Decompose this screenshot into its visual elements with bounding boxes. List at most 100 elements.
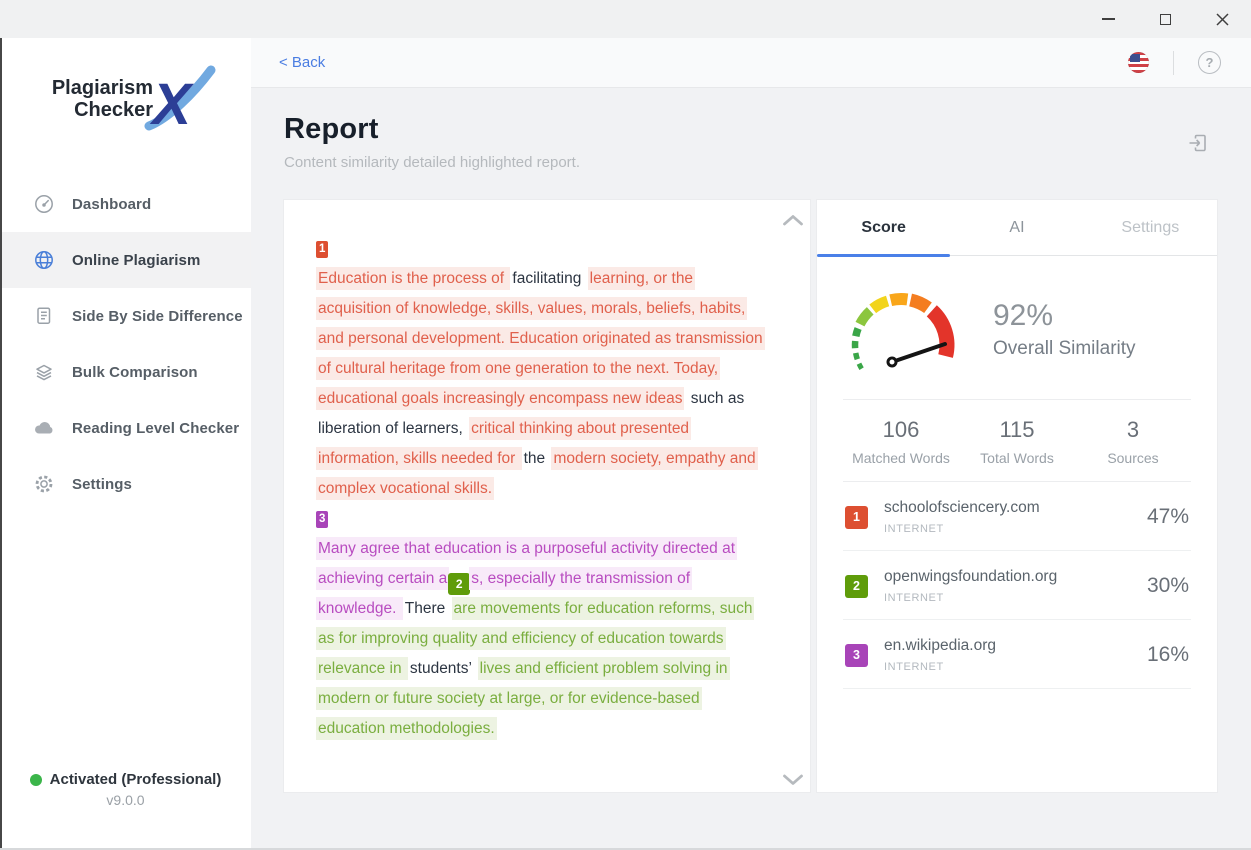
minimize-icon — [1102, 18, 1115, 20]
stat-total-words: 115 Total Words — [959, 417, 1075, 466]
stat-label: Total Words — [980, 450, 1054, 466]
source-info: openwingsfoundation.org INTERNET — [884, 568, 1057, 604]
logo-line1: Plagiarism — [51, 77, 152, 99]
scroll-down-icon[interactable] — [782, 774, 804, 786]
language-flag-icon[interactable] — [1128, 52, 1149, 73]
source-2-marker-badge[interactable]: 2 — [448, 573, 471, 595]
report-text-line: education methodologies. — [316, 714, 796, 744]
layers-icon — [33, 361, 55, 383]
report-text-line: acquisition of knowledge, skills, values… — [316, 294, 796, 324]
logo-line2: Checker — [74, 99, 153, 121]
page-header: Report Content similarity detailed highl… — [251, 88, 1251, 200]
stat-value: 3 — [1126, 417, 1140, 442]
stat-value: 106 — [882, 417, 920, 442]
plain-text: liberation of learners, — [318, 420, 468, 437]
topbar-divider — [1173, 50, 1174, 75]
tab-score[interactable]: Score — [817, 200, 951, 257]
report-text-line: of cultural heritage from one generation… — [316, 354, 796, 384]
sidebar-item-label: Dashboard — [72, 195, 152, 213]
source-1-marker-badge[interactable]: 1 — [316, 241, 329, 258]
source-3-marker-badge[interactable]: 3 — [316, 511, 329, 528]
badge-row: 3 — [316, 509, 796, 528]
matched-text-source-2: education methodologies. — [316, 717, 497, 740]
sidebar-item-label: Online Plagiarism — [72, 251, 201, 269]
score-panel-tabs: Score AI Settings — [817, 200, 1217, 257]
window-frame-bottom — [0, 848, 1251, 850]
sidebar-item-label: Side By Side Difference — [72, 307, 243, 325]
page-title: Report — [284, 113, 379, 145]
matched-text-source-2: as for improving quality and efficiency … — [316, 627, 726, 650]
overall-similarity: 92% Overall Similarity — [843, 256, 1191, 399]
matched-text-source-3: s, especially the transmission of — [469, 567, 693, 590]
app-version: v9.0.0 — [106, 792, 145, 808]
globe-icon — [33, 249, 55, 271]
window-frame-left — [0, 38, 2, 850]
plain-text: such as — [686, 390, 745, 407]
matched-text-source-1: acquisition of knowledge, skills, values… — [316, 297, 748, 320]
source-row-2[interactable]: 2 openwingsfoundation.org INTERNET 30% — [843, 551, 1191, 620]
sidebar-item-dashboard[interactable]: Dashboard — [0, 176, 251, 232]
sidebar-item-settings[interactable]: Settings — [0, 456, 251, 512]
close-icon — [1216, 12, 1229, 26]
cloud-icon — [33, 417, 55, 439]
matched-text-source-1: Education is the process of — [316, 267, 511, 290]
maximize-button[interactable] — [1137, 0, 1194, 38]
report-text-line: Education is the process of facilitating… — [316, 264, 796, 294]
report-text-line: modern or future society at large, or fo… — [316, 684, 796, 714]
matched-text-source-1: modern society, empathy and — [551, 447, 758, 470]
page-subtitle: Content similarity detailed highlighted … — [284, 154, 580, 171]
matched-text-source-3: knowledge. — [316, 597, 403, 620]
sidebar-item-online-plagiarism[interactable]: Online Plagiarism — [0, 232, 251, 288]
matched-text-source-3: Many agree that education is a purposefu… — [316, 537, 738, 560]
tab-settings[interactable]: Settings — [1121, 218, 1180, 236]
scroll-up-icon[interactable] — [782, 214, 804, 226]
source-info: en.wikipedia.org INTERNET — [884, 637, 996, 673]
report-text-line: knowledge. There are movements for educa… — [316, 594, 796, 624]
stat-value: 115 — [999, 417, 1035, 442]
source-row-3[interactable]: 3 en.wikipedia.org INTERNET 16% — [843, 620, 1191, 689]
maximize-icon — [1160, 13, 1171, 25]
source-3-badge: 3 — [845, 643, 868, 667]
logo-swoosh — [144, 65, 215, 131]
document-icon — [33, 305, 55, 327]
close-button[interactable] — [1194, 0, 1251, 38]
activation-dot-icon — [29, 773, 42, 786]
score-panel: Score AI Settings 92% Overall Similarity 1… — [817, 200, 1217, 792]
help-icon[interactable] — [1198, 51, 1221, 74]
activation-label: Activated (Professional) — [49, 771, 222, 788]
report-text-line: Many agree that education is a purposefu… — [316, 534, 796, 564]
matched-text-source-1: of cultural heritage from one generation… — [316, 357, 721, 380]
report-text-panel: 1 Education is the process of facilitatin… — [284, 200, 810, 792]
matched-text-source-1: educational goals increasingly encompass… — [316, 387, 685, 410]
plain-text: students’ — [409, 660, 476, 677]
main-area: < Back Report Content similarity detaile… — [251, 38, 1251, 850]
word-stats: 106 Matched Words 115 Total Words 3 Sources — [843, 399, 1191, 482]
tab-ai[interactable]: AI — [1009, 218, 1025, 236]
overall-label: Overall Similarity — [993, 337, 1136, 359]
matched-text-source-3: achieving certain a — [316, 567, 450, 590]
source-percent: 30% — [1146, 574, 1189, 597]
matched-text-source-1: learning, or the — [587, 267, 696, 290]
source-percent: 16% — [1146, 643, 1189, 666]
sidebar-item-bulk-comparison[interactable]: Bulk Comparison — [0, 344, 251, 400]
source-type: INTERNET — [884, 523, 944, 535]
report-text-line: relevance in students’ lives and efficie… — [316, 654, 796, 684]
back-link[interactable]: < Back — [279, 54, 326, 71]
report-text-line: liberation of learners, critical thinkin… — [316, 414, 796, 444]
sidebar-item-reading-level-checker[interactable]: Reading Level Checker — [0, 400, 251, 456]
source-type: INTERNET — [884, 661, 944, 673]
source-2-badge: 2 — [845, 574, 868, 598]
sidebar-item-label: Reading Level Checker — [72, 419, 240, 437]
sidebar-item-side-by-side-difference[interactable]: Side By Side Difference — [0, 288, 251, 344]
report-text-line: as for improving quality and efficiency … — [316, 624, 796, 654]
minimize-button[interactable] — [1080, 0, 1137, 38]
report-text-line: complex vocational skills. — [316, 474, 796, 504]
badge-row: 1 — [316, 239, 796, 258]
report-text-line: information, skills needed for the moder… — [316, 444, 796, 474]
topbar: < Back — [251, 38, 1251, 88]
sources-list: 1 schoolofsciencery.com INTERNET 47% 2 openwi… — [843, 482, 1191, 689]
matched-text-source-1: and personal development. Education orig… — [316, 327, 765, 350]
source-row-1[interactable]: 1 schoolofsciencery.com INTERNET 47% — [843, 482, 1191, 551]
matched-text-source-2: relevance in — [316, 657, 408, 680]
export-report-icon[interactable] — [1187, 132, 1209, 154]
